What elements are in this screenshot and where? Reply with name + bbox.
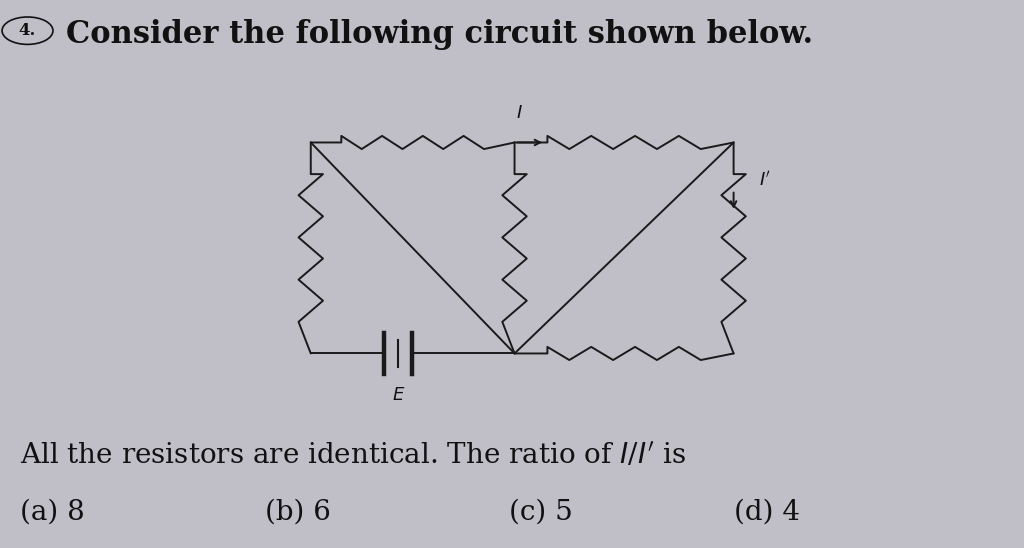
Text: $E$: $E$ (392, 386, 406, 404)
Text: (a) 8: (a) 8 (20, 499, 85, 526)
Text: 4.: 4. (18, 22, 36, 39)
Text: Consider the following circuit shown below.: Consider the following circuit shown bel… (67, 19, 813, 50)
Text: (b) 6: (b) 6 (265, 499, 331, 526)
Text: (c) 5: (c) 5 (510, 499, 573, 526)
Text: $I'$: $I'$ (759, 171, 771, 190)
Text: All the resistors are identical. The ratio of $I$/$I'$ is: All the resistors are identical. The rat… (20, 441, 686, 470)
Text: $I$: $I$ (516, 104, 523, 122)
Text: (d) 4: (d) 4 (733, 499, 800, 526)
